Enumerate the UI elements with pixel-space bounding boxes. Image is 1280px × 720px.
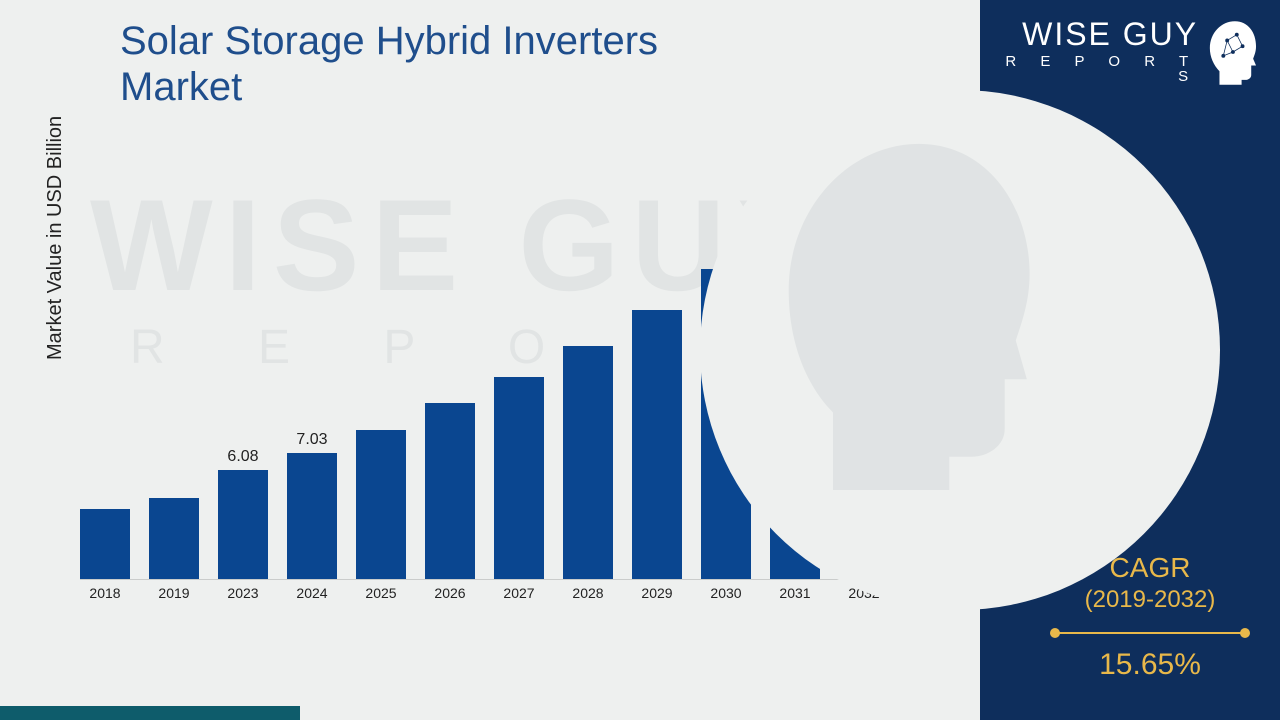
bar — [149, 498, 199, 579]
bar — [563, 346, 613, 579]
x-axis-label: 2019 — [149, 585, 199, 601]
bottom-accent-strip — [0, 706, 300, 720]
logo-sub-text: R E P O R T S — [980, 54, 1198, 84]
bar — [632, 310, 682, 579]
bar-value-label: 7.03 — [287, 431, 337, 449]
x-axis-label: 2024 — [287, 585, 337, 601]
x-axis-label: 2025 — [356, 585, 406, 601]
x-axis-label: 2023 — [218, 585, 268, 601]
y-axis-label: Market Value in USD Billion — [44, 116, 67, 360]
x-axis-label: 2031 — [770, 585, 820, 601]
cagr-divider — [1055, 632, 1245, 634]
bar-value-label: 6.08 — [218, 448, 268, 466]
bar-group: 2026 — [425, 149, 475, 579]
bar — [356, 430, 406, 579]
bar-group: 2029 — [632, 149, 682, 579]
x-axis-label: 2028 — [563, 585, 613, 601]
bar-group: 2018 — [80, 149, 130, 579]
chart-title: Solar Storage Hybrid Inverters Market — [120, 18, 770, 110]
x-axis-label: 2027 — [494, 585, 544, 601]
bar — [494, 377, 544, 579]
bar-group: 6.082023 — [218, 149, 268, 579]
cagr-label: CAGR — [1020, 552, 1280, 584]
x-axis-label: 2018 — [80, 585, 130, 601]
brand-logo: WISE GUY R E P O R T S — [980, 18, 1260, 86]
x-axis-label: 2026 — [425, 585, 475, 601]
x-axis-label: 2030 — [701, 585, 751, 601]
bar — [287, 453, 337, 579]
cagr-value: 15.65% — [1020, 648, 1280, 682]
x-axis-label: 2029 — [632, 585, 682, 601]
bar-group: 2019 — [149, 149, 199, 579]
bar-group: 2027 — [494, 149, 544, 579]
bar — [218, 470, 268, 579]
bar-group: 2028 — [563, 149, 613, 579]
bar — [80, 509, 130, 579]
logo-head-icon — [1206, 18, 1260, 86]
bar-group: 2025 — [356, 149, 406, 579]
bar-group: 7.032024 — [287, 149, 337, 579]
cagr-years: (2019-2032) — [1020, 586, 1280, 614]
bar — [425, 403, 475, 579]
logo-main-text: WISE GUY — [980, 18, 1198, 50]
side-panel: WISE GUY R E P O R T S CAGR (2019-2032) … — [980, 0, 1280, 720]
cagr-block: CAGR (2019-2032) 15.65% — [1020, 552, 1280, 682]
circle-cutout — [700, 90, 1220, 610]
